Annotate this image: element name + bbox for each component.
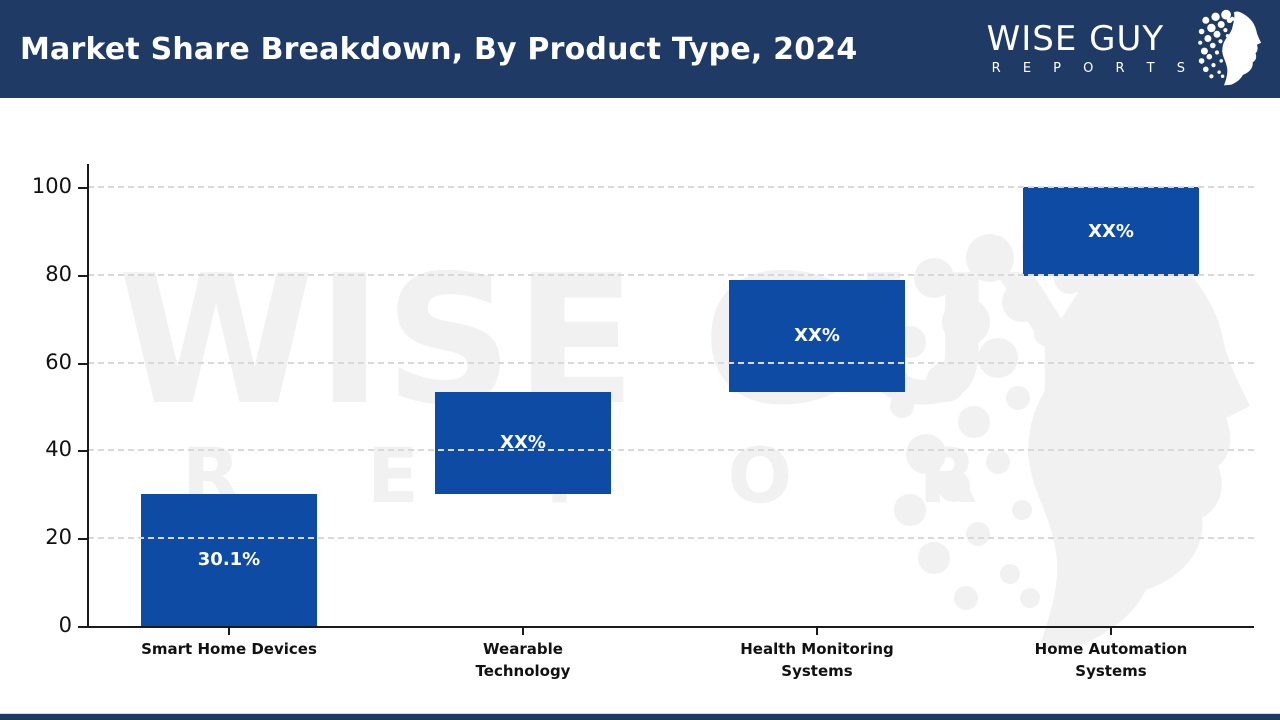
gridline <box>88 361 1254 364</box>
brand-wordmark: WISE GUY R E P O R T S <box>987 22 1194 76</box>
brand-name-text: WISE GUY <box>986 19 1165 59</box>
waterfall-bar <box>1023 187 1199 276</box>
footer-bar <box>0 714 1280 720</box>
y-tick-label: 80 <box>45 261 72 286</box>
gridline <box>88 186 1254 188</box>
x-tick-mark <box>816 628 818 635</box>
gridline <box>88 537 1254 540</box>
bar-value-label: XX% <box>794 325 840 347</box>
y-tick-label: 40 <box>45 437 72 462</box>
gridline <box>88 449 1254 452</box>
x-tick-mark <box>228 628 230 635</box>
y-tick-label: 60 <box>45 349 72 374</box>
x-axis-line <box>87 626 1254 628</box>
y-tick-label: 20 <box>45 525 72 550</box>
header-bar: Market Share Breakdown, By Product Type,… <box>0 0 1280 98</box>
x-category-label: Smart Home Devices <box>141 640 317 658</box>
watermark-head-icon <box>890 222 1250 650</box>
y-tick-mark <box>78 626 87 628</box>
waterfall-bar <box>729 279 905 392</box>
x-category-label: Health Monitoring Systems <box>740 640 894 680</box>
waterfall-bar <box>435 391 611 494</box>
x-tick-mark <box>522 628 524 635</box>
gridline <box>88 273 1254 276</box>
footer-divider <box>0 713 1280 714</box>
y-axis-line <box>87 164 89 628</box>
brand-head-icon <box>1198 9 1262 86</box>
y-tick-label: 0 <box>58 613 72 637</box>
x-category-label: Wearable Technology <box>475 640 571 680</box>
y-tick-mark <box>78 362 87 365</box>
brand-logo: WISE GUY R E P O R T S <box>987 9 1266 89</box>
y-tick-label: 100 <box>31 174 72 198</box>
bar-value-label: 30.1% <box>197 549 261 571</box>
brand-subtitle-text: R E P O R T S <box>991 61 1194 76</box>
waterfall-bar <box>141 493 317 626</box>
bar-value-label: XX% <box>500 432 546 454</box>
page-title: Market Share Breakdown, By Product Type,… <box>20 31 858 67</box>
x-tick-mark <box>1110 628 1112 635</box>
y-tick-mark <box>78 274 87 277</box>
bar-value-label: XX% <box>1088 220 1134 242</box>
y-tick-mark <box>78 538 87 541</box>
y-tick-mark <box>78 450 87 453</box>
y-tick-mark <box>78 187 87 189</box>
x-category-label: Home Automation Systems <box>1034 640 1188 680</box>
